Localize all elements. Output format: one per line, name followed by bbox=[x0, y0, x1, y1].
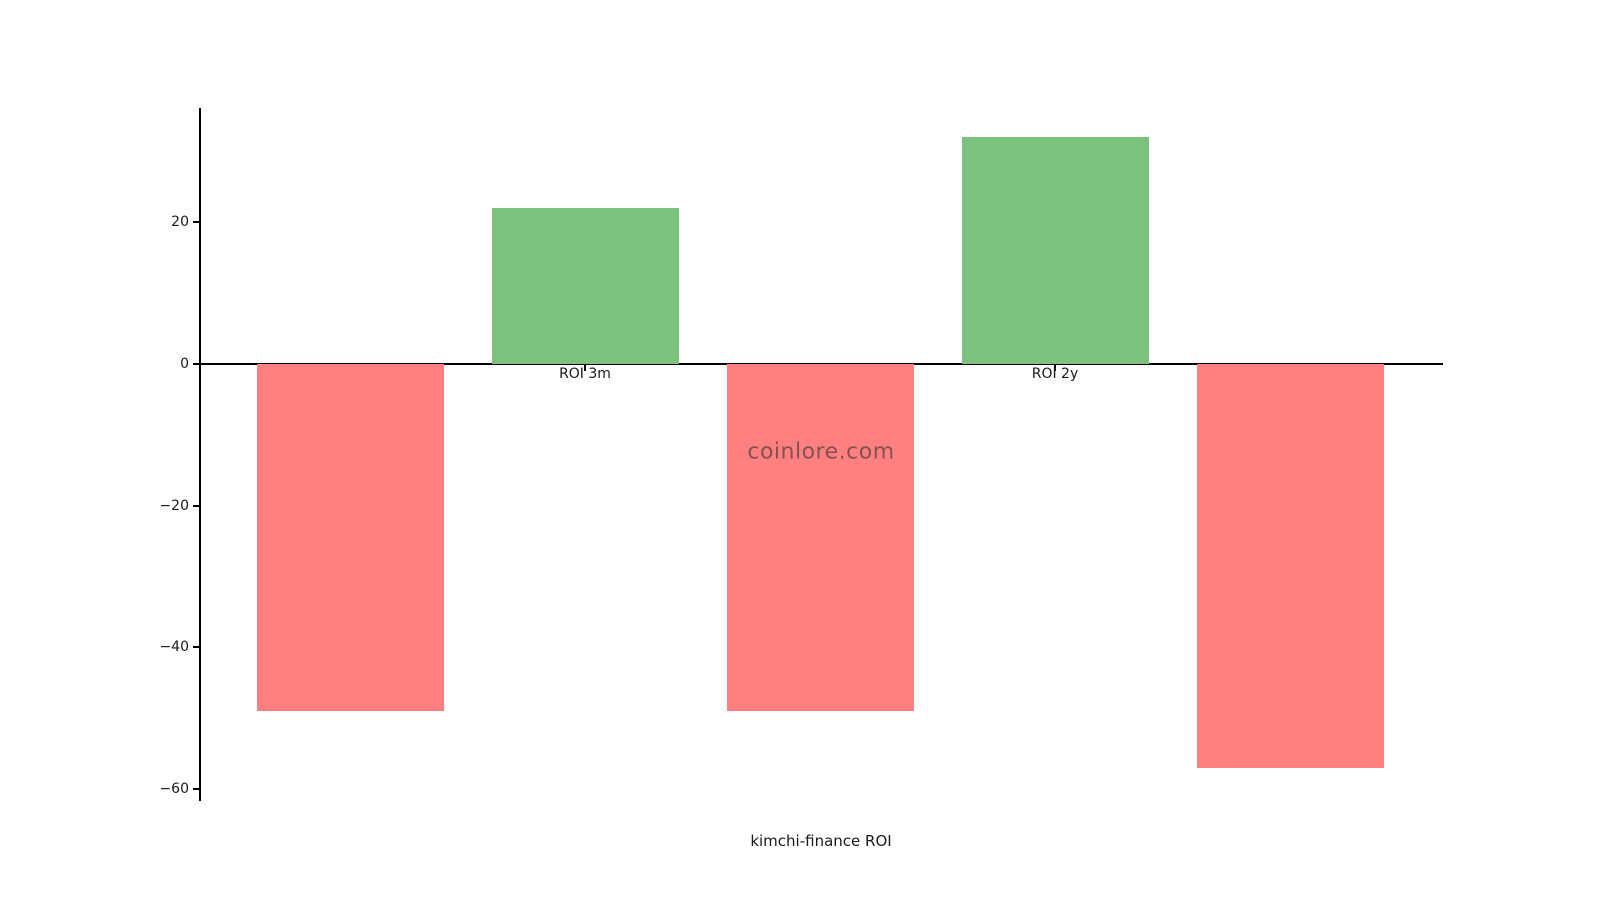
x-tick-mark bbox=[1054, 364, 1056, 371]
y-tick-mark bbox=[193, 363, 200, 365]
bar-roi-3m bbox=[491, 208, 679, 364]
y-tick-mark bbox=[193, 504, 200, 507]
bar-unlabeled-2 bbox=[726, 364, 914, 711]
y-tick-label: −60 bbox=[159, 780, 189, 797]
chart-title: kimchi-finance ROI bbox=[750, 832, 892, 850]
watermark: coinlore.com bbox=[747, 439, 895, 465]
y-tick-mark bbox=[193, 646, 200, 649]
bar-unlabeled-0 bbox=[256, 364, 444, 711]
x-tick-label: ROI 3m bbox=[559, 366, 611, 382]
x-tick-label: ROI 2y bbox=[1031, 366, 1079, 382]
y-tick-label: 0 bbox=[180, 356, 189, 372]
y-tick-label: −40 bbox=[159, 639, 189, 656]
bar-unlabeled-4 bbox=[1196, 364, 1384, 768]
y-tick-mark bbox=[193, 221, 200, 224]
x-tick-mark bbox=[584, 364, 586, 371]
y-tick-mark bbox=[193, 787, 200, 790]
y-tick-label: −20 bbox=[159, 497, 189, 514]
y-tick-label: 20 bbox=[171, 214, 189, 231]
bar-roi-2y bbox=[961, 137, 1149, 364]
y-axis-spine bbox=[199, 108, 201, 801]
